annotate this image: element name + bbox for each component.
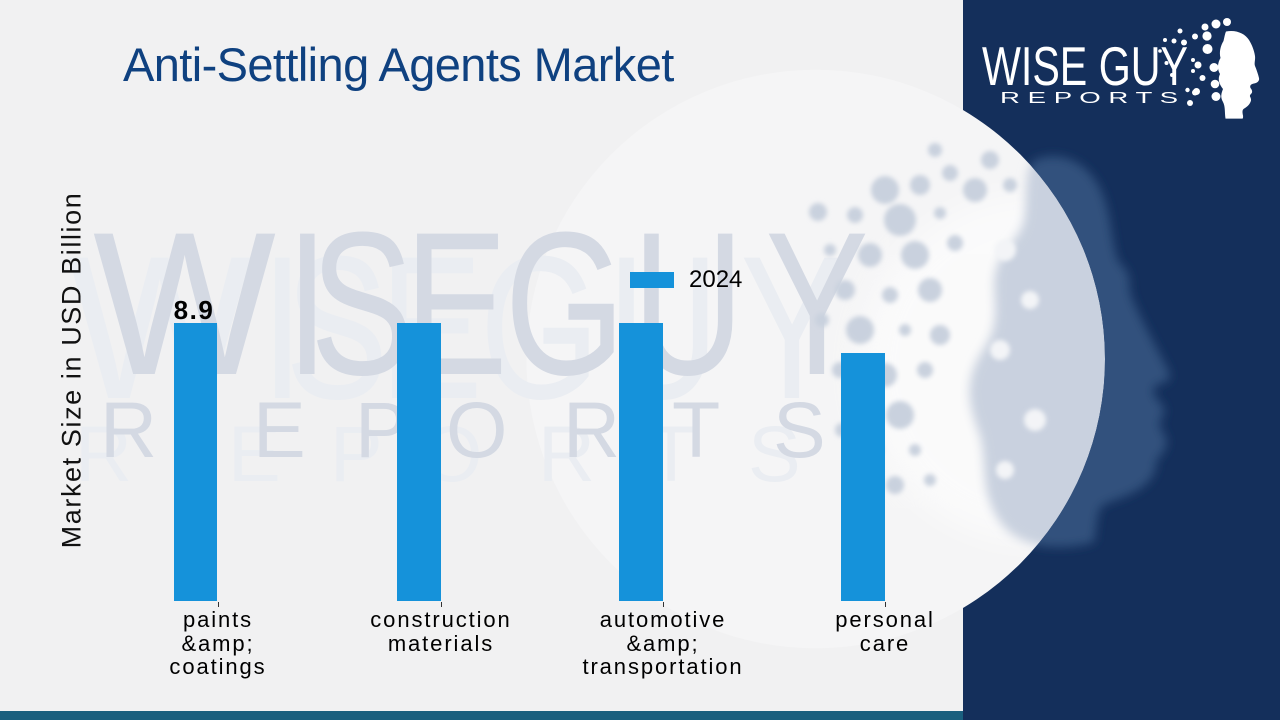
- svg-text:R E P O R T S: R E P O R T S: [1000, 90, 1178, 107]
- svg-text:WISE GUY: WISE GUY: [982, 35, 1188, 97]
- svg-text:W: W: [68, 214, 251, 442]
- svg-text:ISEGUY: ISEGUY: [261, 214, 844, 441]
- svg-text:ISEGUY: ISEGUY: [286, 190, 869, 417]
